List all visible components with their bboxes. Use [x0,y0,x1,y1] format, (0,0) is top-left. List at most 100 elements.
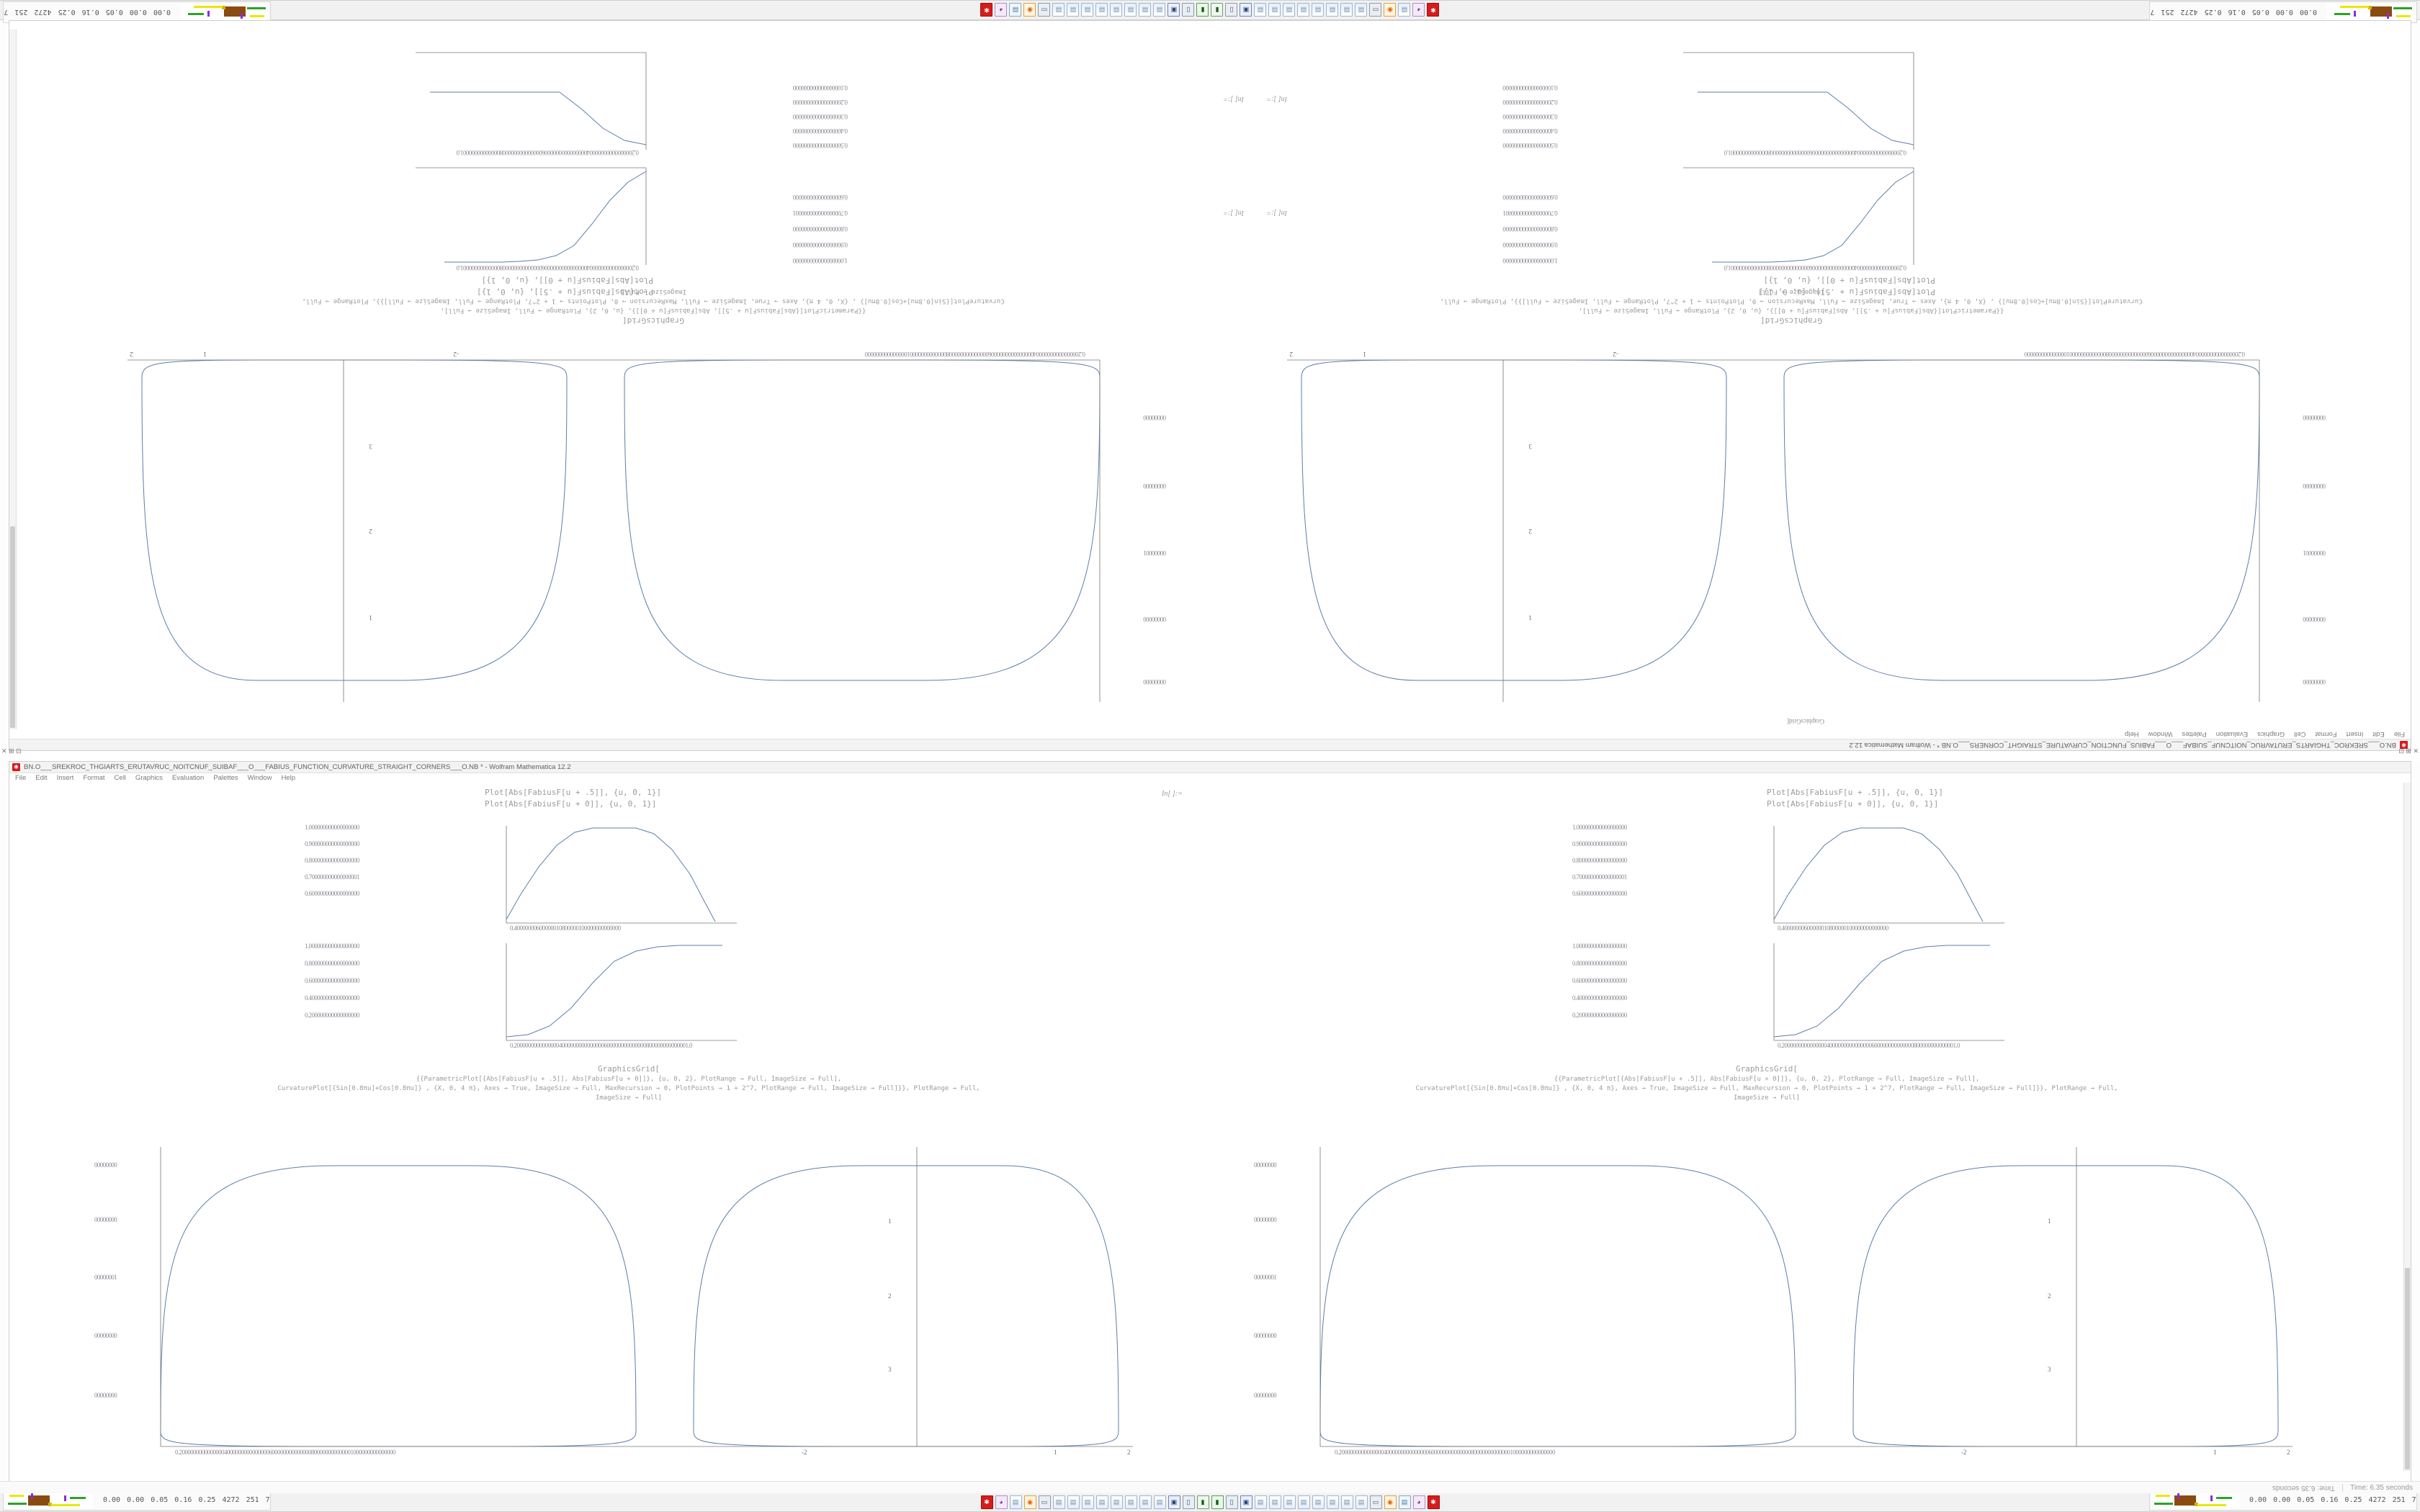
notebook-window-icon-12[interactable]: ▤ [1297,1495,1310,1509]
terminal-icon-2[interactable]: ▮ [1211,1495,1224,1509]
grapes-app-icon[interactable]: ◕ [995,1495,1008,1509]
notebook-window-icon-7[interactable]: ▤ [1268,3,1281,17]
firefox-icon-2[interactable]: ◉ [1023,3,1036,17]
menu-item-edit[interactable]: Edit [35,774,48,782]
notebook-window-icon-13[interactable]: ▤ [1312,1495,1325,1509]
notebook-window-icon-15[interactable]: ▤ [1067,3,1080,17]
notebook-window-icon-5[interactable]: ▤ [1297,3,1310,17]
display-settings-icon-2[interactable]: ▭ [1038,3,1051,17]
notebook-window-icon-7[interactable]: ▤ [1139,1495,1152,1509]
firefox-icon-2[interactable]: ◉ [1384,1495,1397,1509]
notebook-window-icon-6[interactable]: ▤ [1283,3,1296,17]
menu-item-format[interactable]: Format [2315,730,2337,738]
notebook-window-icon-8[interactable]: ▤ [1254,3,1267,17]
code-cell-graphicsgrid-bottom-left[interactable]: GraphicsGrid[ {{ParametricPlot[{Abs[Fabi… [96,1063,1162,1103]
document-viewer-icon-2[interactable]: ▤ [1009,3,1022,17]
menu-item-edit[interactable]: Edit [2372,730,2385,738]
save-floppy-icon[interactable]: ▣ [1240,3,1252,17]
save-floppy-icon[interactable]: ▣ [1168,1495,1180,1509]
calculator-icon[interactable]: ▣ [1168,3,1180,17]
taskbar-bottom[interactable]: ✱ ◕ ▤ ◉ ▭ ▤ ▤ ▤ ▤ ▤ ▤ ▤ ▤ ▣ ▯ ▮ ▮ ▯ ▣ ▤ ▤ ▤ ▤ ▤ ▤ ▤ ▤ ▭ ◉ ▤ ◕ ✱ [0,1492,2420,1512]
notebook-window-icon-4[interactable]: ▤ [1312,3,1325,17]
menu-item-file[interactable]: File [2393,730,2405,738]
notebook-window-icon-14[interactable]: ▤ [1326,1495,1339,1509]
notebook-window-icon-11[interactable]: ▤ [1283,1495,1296,1509]
notebook-window-icon-13[interactable]: ▤ [1095,3,1108,17]
remote-display-icon[interactable]: ▯ [1182,1495,1195,1509]
menu-item-cell[interactable]: Cell [2294,730,2306,738]
notebook-window-icon-1[interactable]: ▤ [1052,1495,1065,1509]
menu-item-evaluation[interactable]: Evaluation [171,774,205,782]
document-viewer-icon[interactable]: ▤ [1009,1495,1022,1509]
firefox-icon[interactable]: ◉ [1384,3,1397,17]
window-titlebar-top[interactable]: ✱ BN.O___SREKROC_THGIARTS_ERUTAVRUC_NOIT… [9,739,2411,750]
cell-marker-left[interactable]: ✕ ⊞ ⊡ [1,747,22,755]
menu-item-palettes[interactable]: Palettes [2182,730,2207,738]
notebook-window-icon-10[interactable]: ▤ [1139,3,1152,17]
display-settings-icon[interactable]: ▭ [1369,3,1382,17]
notebook-window-icon-3[interactable]: ▤ [1081,1495,1094,1509]
notebook-window-icon-1[interactable]: ▤ [1355,3,1368,17]
notebook-window-icon-16[interactable]: ▤ [1052,3,1065,17]
menu-item-cell[interactable]: Cell [114,774,126,782]
notebook-window-icon-9[interactable]: ▤ [1153,3,1166,17]
menu-item-help[interactable]: Help [2125,730,2139,738]
scrollbar-thumb[interactable] [10,526,15,728]
menu-item-graphics[interactable]: Graphics [135,774,163,782]
menu-item-window[interactable]: Window [2148,730,2173,738]
notebook-window-icon-6[interactable]: ▤ [1124,1495,1137,1509]
remote-display-icon[interactable]: ▯ [1225,3,1238,17]
cell-marker-right[interactable]: ⊡ ⊞ ✕ [2398,747,2419,755]
scrollbar-thumb[interactable] [2405,1268,2410,1470]
notebook-window-icon-8[interactable]: ▤ [1153,1495,1166,1509]
notebook-window-icon-14[interactable]: ▤ [1081,3,1094,17]
firefox-icon[interactable]: ◉ [1023,1495,1036,1509]
vertical-scrollbar[interactable] [2403,783,2411,1471]
code-cell-plot-pair-top[interactable]: Plot[Abs[FabiusF[u + .5]], {u, 0, 1}] Pl… [477,274,653,297]
window-titlebar-bottom[interactable]: ✱ BN.O___SREKROC_THGIARTS_ERUTAVRUC_NOIT… [9,762,2411,773]
remote-display-icon-2[interactable]: ▯ [1182,3,1195,17]
menu-item-help[interactable]: Help [281,774,295,782]
code-cell-plot-pair-top-left[interactable]: Plot[Abs[FabiusF[u + .5]], {u, 0, 1}] Pl… [1759,274,1935,297]
vertical-scrollbar[interactable] [9,30,17,729]
code-cell-plot-pair-left[interactable]: Plot[Abs[FabiusF[u + .5]], {u, 0, 1}] Pl… [485,787,661,810]
menu-item-window[interactable]: Window [247,774,272,782]
mathematica-window-bottom[interactable]: ✱ BN.O___SREKROC_THGIARTS_ERUTAVRUC_NOIT… [9,761,2411,1492]
display-settings-icon-2[interactable]: ▭ [1369,1495,1382,1509]
grapes-app-icon[interactable]: ◕ [1412,3,1425,17]
wolfram-mathematica-icon[interactable]: ✱ [980,1495,993,1509]
mathematica-window-top[interactable]: ✱ BN.O___SREKROC_THGIARTS_ERUTAVRUC_NOIT… [9,20,2411,751]
grapes-app-icon-2[interactable]: ◕ [995,3,1008,17]
document-viewer-icon-2[interactable]: ▤ [1398,1495,1411,1509]
menubar-top[interactable]: File Edit Insert Format Cell Graphics Evaluati… [9,729,2411,739]
code-cell-graphicsgrid-bottom[interactable]: GraphicsGrid[ {{ParametricPlot[{Abs[Fabi… [1234,1063,2300,1103]
menu-item-graphics[interactable]: Graphics [2257,730,2285,738]
terminal-icon-2[interactable]: ▮ [1196,3,1209,17]
notebook-window-icon-10[interactable]: ▤ [1268,1495,1281,1509]
menubar-bottom[interactable]: File Edit Insert Format Cell Graphics Evaluati… [9,773,2411,783]
menu-item-palettes[interactable]: Palettes [213,774,238,782]
terminal-icon[interactable]: ▮ [1196,1495,1209,1509]
wolfram-mathematica-icon-2[interactable]: ✱ [980,3,993,17]
menu-item-file[interactable]: File [15,774,27,782]
menu-item-format[interactable]: Format [83,774,105,782]
notebook-window-icon-9[interactable]: ▤ [1254,1495,1267,1509]
calculator-icon[interactable]: ▣ [1240,1495,1252,1509]
display-settings-icon[interactable]: ▭ [1038,1495,1051,1509]
notebook-window-icon-2[interactable]: ▤ [1067,1495,1080,1509]
notebook-window-icon-5[interactable]: ▤ [1110,1495,1123,1509]
notebook-window-icon-3[interactable]: ▤ [1326,3,1339,17]
remote-display-icon-2[interactable]: ▯ [1225,1495,1238,1509]
notebook-window-icon-15[interactable]: ▤ [1340,1495,1353,1509]
taskbar-top[interactable]: ✱ ◕ ▤ ◉ ▭ ▤ ▤ ▤ ▤ ▤ ▤ ▤ ▤ ▣ ▯ ▮ ▮ ▯ ▣ ▤ ▤ ▤ ▤ ▤ ▤ ▤ ▤ ▭ ◉ ▤ ◕ ✱ [0,0,2420,20]
notebook-window-icon-16[interactable]: ▤ [1355,1495,1368,1509]
terminal-icon[interactable]: ▮ [1211,3,1224,17]
wolfram-mathematica-icon[interactable]: ✱ [1427,3,1440,17]
menu-item-evaluation[interactable]: Evaluation [2215,730,2249,738]
grapes-app-icon-2[interactable]: ◕ [1412,1495,1425,1509]
wolfram-mathematica-icon-2[interactable]: ✱ [1427,1495,1440,1509]
notebook-window-icon-2[interactable]: ▤ [1340,3,1353,17]
notebook-window-icon-11[interactable]: ▤ [1124,3,1137,17]
notebook-window-icon-4[interactable]: ▤ [1095,1495,1108,1509]
menu-item-insert[interactable]: Insert [2346,730,2364,738]
